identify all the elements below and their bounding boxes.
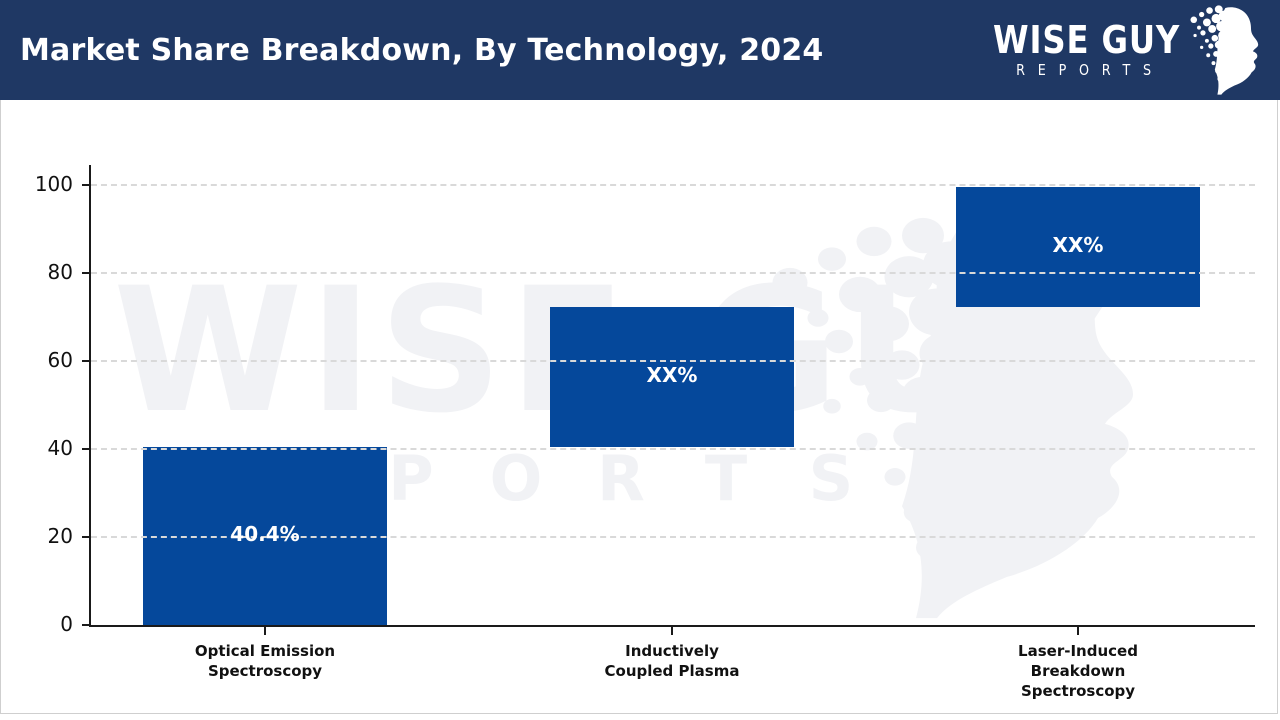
x-tick-mark-1 [264,627,266,635]
y-tick-mark-20 [82,536,91,538]
gridline-y-100 [91,184,1255,186]
bar-inductively-coupled-plasma [550,306,794,448]
watermark-letter-s: S [808,442,854,515]
bar-value-label-laser-induced-breakdown-spectroscopy: XX% [1052,232,1104,257]
page-title: Market Share Breakdown, By Technology, 2… [20,32,824,68]
logo-brand-subtitle: REPORTS [1015,61,1164,79]
watermark-letter-t: T [704,442,748,515]
bar-value-label-inductively-coupled-plasma: XX% [646,363,698,388]
y-tick-mark-60 [82,360,91,362]
header-bar: Market Share Breakdown, By Technology, 2… [0,0,1280,100]
y-tick-mark-100 [82,184,91,186]
y-tick-mark-0 [82,624,91,626]
x-axis-line [89,625,1255,627]
y-tick-label-100: 100 [34,172,73,196]
wise-guy-reports-logo: WISE GUY REPORTS [960,4,1266,96]
x-tick-mark-2 [671,627,673,635]
x-category-label-laser-induced-breakdown-spectroscopy: Laser-Induced Breakdown Spectroscopy [1018,642,1138,700]
y-tick-label-60: 60 [47,348,73,372]
watermark-letter-r: R [597,442,645,515]
chart-canvas: WISE GUY REPORTS 02040608010040.4%Optica… [0,100,1278,714]
y-tick-label-20: 20 [47,524,73,548]
x-category-label-inductively-coupled-plasma: Inductively Coupled Plasma [604,642,740,680]
gridline-y-40 [91,448,1255,450]
gridline-y-20 [91,536,1255,538]
bar-laser-induced-breakdown-spectroscopy [956,186,1200,307]
watermark-letter-p: P [388,442,434,515]
gridline-y-60 [91,360,1255,362]
y-axis-line [89,165,91,627]
watermark-letter-o: O [489,442,543,515]
logo-brand-name: WISE GUY [992,18,1180,62]
y-tick-label-40: 40 [47,436,73,460]
watermark-dotted-head [772,217,1133,619]
x-category-label-optical-emission-spectroscopy: Optical Emission Spectroscopy [194,642,336,680]
y-tick-label-0: 0 [60,612,73,636]
x-tick-mark-3 [1077,627,1079,635]
gridline-y-80 [91,272,1255,274]
logo-wordmark: WISE GUY REPORTS [993,21,1180,79]
y-tick-mark-80 [82,272,91,274]
y-tick-label-80: 80 [47,260,73,284]
y-tick-mark-40 [82,448,91,450]
bar-value-label-optical-emission-spectroscopy: 40.4% [230,522,300,547]
dotted-head-logo-icon [1190,5,1259,95]
